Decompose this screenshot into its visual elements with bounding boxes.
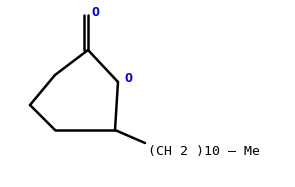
Text: O: O: [91, 5, 99, 19]
Text: (CH 2 )10 — Me: (CH 2 )10 — Me: [148, 145, 260, 159]
Text: O: O: [124, 71, 132, 85]
